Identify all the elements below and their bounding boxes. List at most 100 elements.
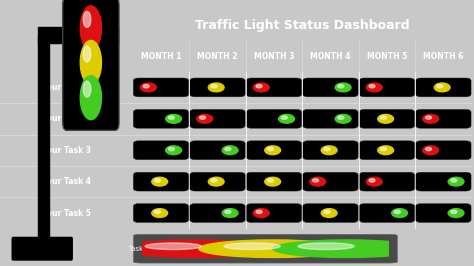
Circle shape (451, 210, 457, 214)
FancyBboxPatch shape (190, 204, 245, 222)
FancyBboxPatch shape (133, 78, 189, 97)
FancyBboxPatch shape (416, 172, 471, 191)
Circle shape (208, 83, 224, 92)
Circle shape (394, 210, 401, 214)
Circle shape (140, 83, 156, 92)
Circle shape (321, 209, 337, 217)
Circle shape (265, 177, 281, 186)
FancyBboxPatch shape (303, 141, 358, 160)
Circle shape (145, 243, 201, 250)
Text: MONTH 4: MONTH 4 (310, 52, 351, 61)
FancyBboxPatch shape (303, 204, 358, 222)
Circle shape (225, 210, 231, 214)
Text: Your Task 1: Your Task 1 (42, 83, 91, 92)
Circle shape (369, 179, 375, 182)
Text: Your Task 3: Your Task 3 (42, 146, 91, 155)
FancyBboxPatch shape (246, 109, 301, 128)
Circle shape (448, 177, 464, 186)
Circle shape (381, 116, 386, 119)
FancyBboxPatch shape (303, 78, 358, 97)
Circle shape (426, 116, 431, 119)
FancyBboxPatch shape (359, 109, 415, 128)
FancyBboxPatch shape (416, 204, 471, 222)
Circle shape (267, 179, 273, 182)
FancyBboxPatch shape (246, 78, 301, 97)
Circle shape (437, 85, 443, 88)
Circle shape (434, 83, 450, 92)
FancyBboxPatch shape (359, 141, 415, 160)
Circle shape (80, 40, 101, 85)
Circle shape (224, 243, 280, 250)
Text: Traffic Light Status Dashboard: Traffic Light Status Dashboard (195, 19, 410, 32)
Circle shape (426, 147, 431, 151)
FancyBboxPatch shape (63, 0, 119, 130)
Circle shape (423, 146, 438, 155)
Circle shape (83, 46, 91, 62)
FancyBboxPatch shape (190, 172, 245, 191)
Text: MONTH 1: MONTH 1 (141, 52, 181, 61)
Circle shape (152, 209, 168, 217)
Circle shape (80, 6, 101, 50)
Circle shape (168, 147, 174, 151)
FancyBboxPatch shape (416, 141, 471, 160)
FancyBboxPatch shape (190, 109, 245, 128)
Text: MONTH 5: MONTH 5 (367, 52, 407, 61)
Text: Your Task 5: Your Task 5 (42, 209, 91, 218)
Circle shape (166, 114, 182, 123)
Circle shape (254, 83, 269, 92)
Circle shape (392, 209, 408, 217)
Circle shape (166, 146, 182, 155)
Circle shape (83, 11, 91, 27)
Circle shape (366, 83, 382, 92)
Circle shape (381, 147, 386, 151)
Text: Task Done: Task Done (294, 246, 329, 252)
Circle shape (378, 114, 393, 123)
Circle shape (369, 85, 375, 88)
Circle shape (222, 146, 238, 155)
Circle shape (366, 177, 382, 186)
Circle shape (256, 85, 262, 88)
Circle shape (310, 177, 326, 186)
Text: MONTH 2: MONTH 2 (197, 52, 237, 61)
Circle shape (254, 209, 269, 217)
FancyBboxPatch shape (133, 172, 189, 191)
Circle shape (152, 177, 168, 186)
Circle shape (199, 240, 347, 257)
Circle shape (265, 146, 281, 155)
Circle shape (312, 179, 319, 182)
Circle shape (324, 147, 330, 151)
Circle shape (279, 114, 294, 123)
Circle shape (256, 210, 262, 214)
FancyBboxPatch shape (359, 78, 415, 97)
FancyBboxPatch shape (303, 172, 358, 191)
Circle shape (273, 240, 421, 257)
Circle shape (80, 76, 101, 120)
Circle shape (168, 116, 174, 119)
Bar (38, 27, 118, 43)
Circle shape (335, 83, 351, 92)
Circle shape (282, 116, 287, 119)
Text: Your Task 2: Your Task 2 (42, 114, 91, 123)
Circle shape (211, 179, 217, 182)
Text: Your Task 4: Your Task 4 (42, 177, 91, 186)
Circle shape (378, 146, 393, 155)
FancyBboxPatch shape (416, 78, 471, 97)
Circle shape (298, 243, 354, 250)
FancyBboxPatch shape (190, 141, 245, 160)
Circle shape (155, 179, 161, 182)
FancyBboxPatch shape (303, 109, 358, 128)
Circle shape (211, 85, 217, 88)
Circle shape (338, 85, 344, 88)
FancyBboxPatch shape (246, 172, 301, 191)
Circle shape (267, 147, 273, 151)
Circle shape (335, 114, 351, 123)
Circle shape (225, 147, 231, 151)
Text: MONTH 6: MONTH 6 (423, 52, 464, 61)
Circle shape (423, 114, 438, 123)
FancyBboxPatch shape (190, 78, 245, 97)
Text: Task not done: Task not done (128, 246, 177, 252)
FancyBboxPatch shape (133, 204, 189, 222)
Circle shape (451, 179, 457, 182)
Circle shape (338, 116, 344, 119)
FancyBboxPatch shape (11, 237, 73, 261)
